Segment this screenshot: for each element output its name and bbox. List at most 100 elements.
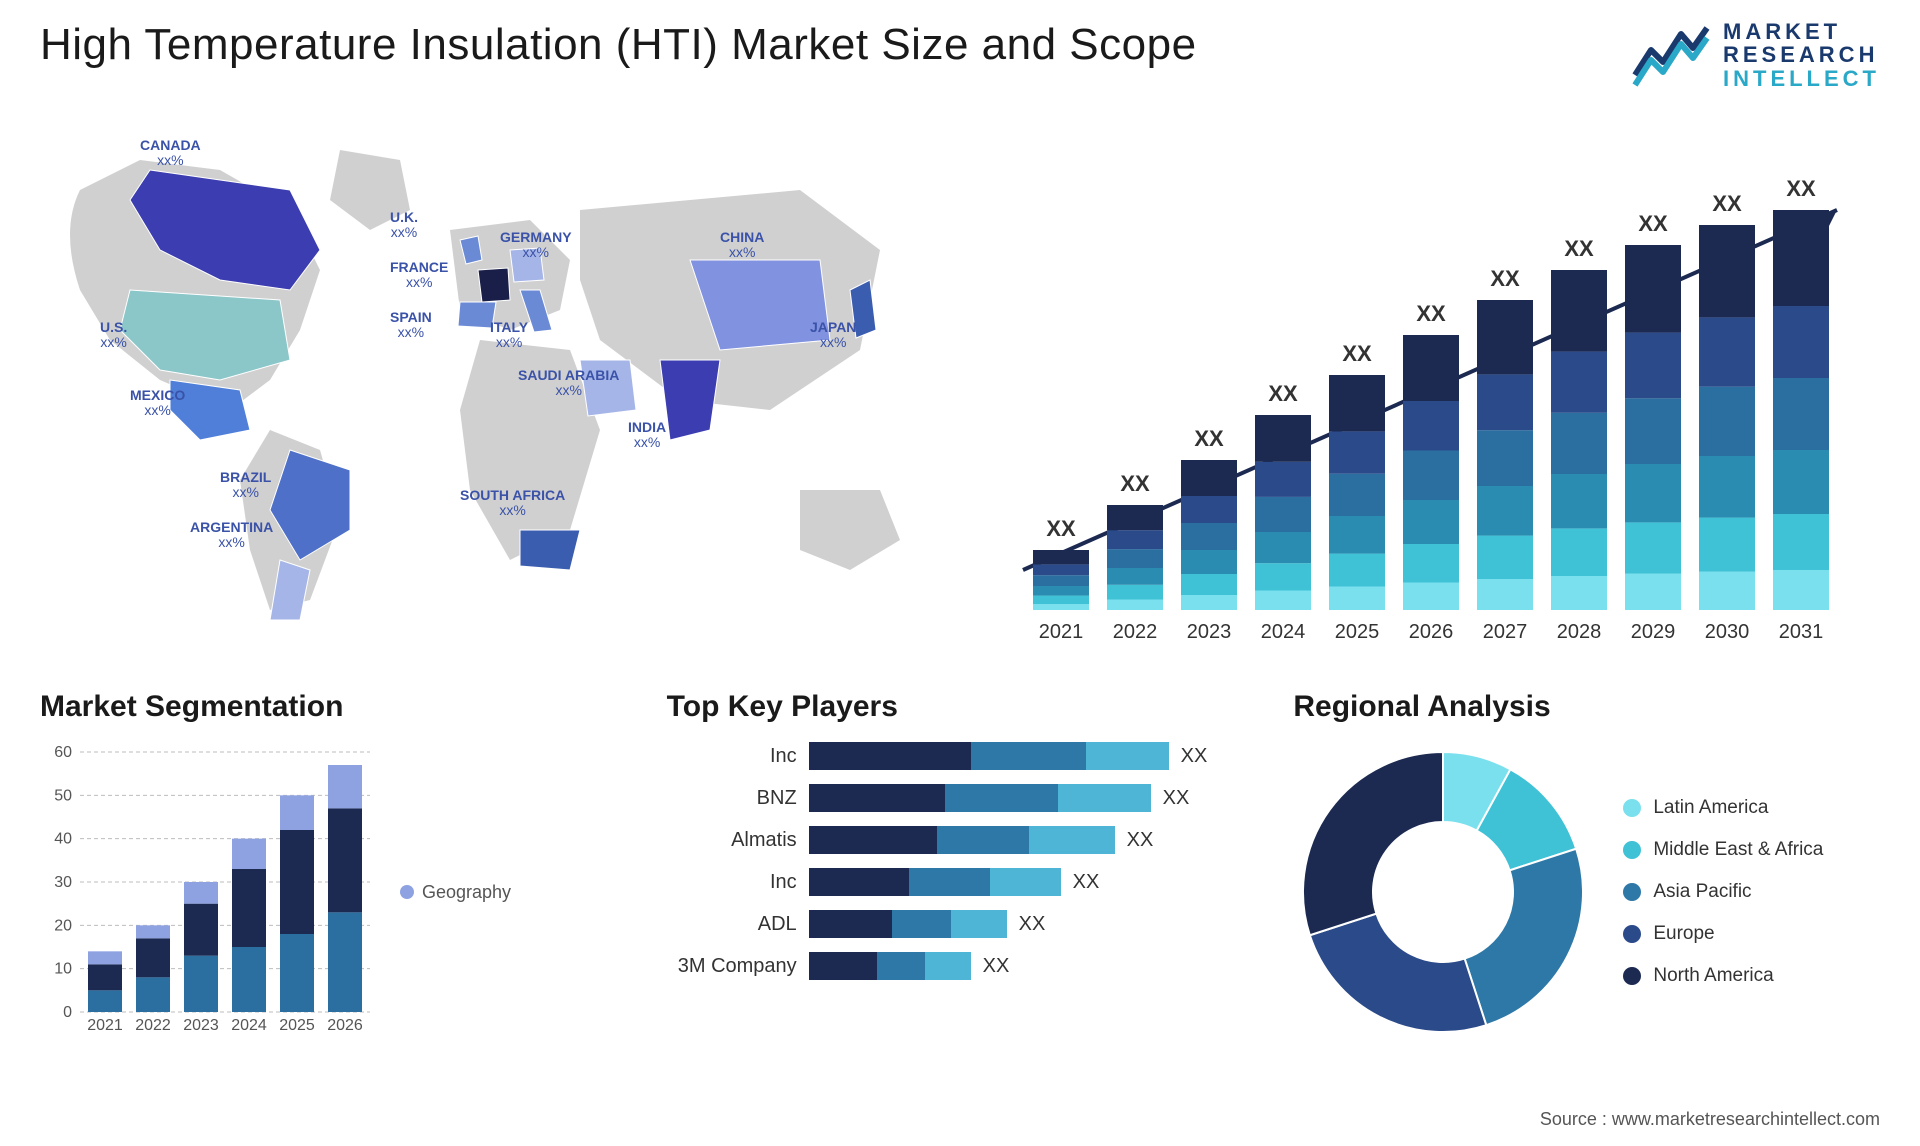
legend-dot bbox=[1623, 967, 1641, 985]
segmentation-title: Market Segmentation bbox=[40, 690, 627, 724]
source-label: Source : www.marketresearchintellect.com bbox=[1540, 1109, 1880, 1130]
page-title: High Temperature Insulation (HTI) Market… bbox=[40, 20, 1197, 70]
player-bar bbox=[809, 784, 1151, 812]
bar-value-label: XX bbox=[1046, 516, 1076, 541]
logo-text: MARKET RESEARCH INTELLECT bbox=[1723, 20, 1880, 89]
legend-label: Geography bbox=[422, 882, 511, 903]
bar-category-label: 2021 bbox=[1039, 621, 1084, 640]
player-bar bbox=[809, 742, 1169, 770]
svg-text:20: 20 bbox=[54, 917, 72, 934]
bar-category-label: 2024 bbox=[1261, 621, 1306, 640]
header: High Temperature Insulation (HTI) Market… bbox=[40, 20, 1880, 90]
player-bar bbox=[809, 868, 1061, 896]
world-map: CANADAxx% U.S.xx% MEXICOxx% BRAZILxx% ARGENT… bbox=[40, 120, 940, 640]
player-row: ADL XX bbox=[667, 910, 1254, 938]
main-chart-svg: XX2021XX2022XX2023XX2024XX2025XX2026XX20… bbox=[980, 180, 1880, 640]
player-value: XX bbox=[983, 955, 1010, 978]
bar-category-label: 2028 bbox=[1557, 621, 1602, 640]
region-legend-label: Latin America bbox=[1653, 797, 1768, 819]
bar-value-label: XX bbox=[1342, 341, 1372, 366]
logo-line-2: RESEARCH bbox=[1723, 43, 1880, 66]
region-legend-label: North America bbox=[1653, 965, 1773, 987]
bar-category-label: 2026 bbox=[1409, 621, 1454, 640]
svg-text:2025: 2025 bbox=[279, 1017, 315, 1034]
main-bar-chart: XX2021XX2022XX2023XX2024XX2025XX2026XX20… bbox=[980, 120, 1880, 640]
svg-text:40: 40 bbox=[54, 831, 72, 848]
bottom-row: Market Segmentation 0 10 20 30 40 50 60 2021 202… bbox=[40, 690, 1880, 1080]
map-label: BRAZILxx% bbox=[220, 470, 271, 501]
player-value: XX bbox=[1019, 913, 1046, 936]
svg-text:10: 10 bbox=[54, 961, 72, 978]
player-value: XX bbox=[1181, 745, 1208, 768]
bar-value-label: XX bbox=[1194, 426, 1224, 451]
player-row: 3M Company XX bbox=[667, 952, 1254, 980]
player-bar bbox=[809, 826, 1115, 854]
bar-value-label: XX bbox=[1268, 381, 1298, 406]
map-label: U.S.xx% bbox=[100, 320, 127, 351]
bar-value-label: XX bbox=[1712, 191, 1742, 216]
player-row: Almatis XX bbox=[667, 826, 1254, 854]
regional-title: Regional Analysis bbox=[1293, 690, 1880, 724]
player-label: Almatis bbox=[667, 829, 797, 852]
legend-dot bbox=[1623, 925, 1641, 943]
bar-value-label: XX bbox=[1416, 301, 1446, 326]
segmentation-chart: 0 10 20 30 40 50 60 2021 2022 2023 2024 2025 2026 bbox=[40, 742, 380, 1042]
svg-text:2024: 2024 bbox=[231, 1017, 267, 1034]
svg-text:0: 0 bbox=[63, 1004, 72, 1021]
player-label: ADL bbox=[667, 913, 797, 936]
bar-value-label: XX bbox=[1638, 211, 1668, 236]
player-bar bbox=[809, 910, 1007, 938]
region-legend-item: Asia Pacific bbox=[1623, 881, 1823, 903]
player-row: Inc XX bbox=[667, 868, 1254, 896]
regional-panel: Regional Analysis Latin America Middle Ea… bbox=[1293, 690, 1880, 1080]
region-legend-label: Asia Pacific bbox=[1653, 881, 1751, 903]
player-label: Inc bbox=[667, 745, 797, 768]
bar-value-label: XX bbox=[1490, 266, 1520, 291]
logo-icon bbox=[1631, 20, 1711, 90]
region-legend-label: Europe bbox=[1653, 923, 1714, 945]
player-value: XX bbox=[1127, 829, 1154, 852]
map-label: SAUDI ARABIAxx% bbox=[518, 368, 619, 399]
bar-category-label: 2031 bbox=[1779, 621, 1824, 640]
svg-text:30: 30 bbox=[54, 874, 72, 891]
top-row: CANADAxx% U.S.xx% MEXICOxx% BRAZILxx% ARGENT… bbox=[40, 120, 1880, 640]
bar-category-label: 2027 bbox=[1483, 621, 1528, 640]
region-legend-item: Europe bbox=[1623, 923, 1823, 945]
map-label: CANADAxx% bbox=[140, 138, 201, 169]
players-list: Inc XX BNZXX Almatis XX Inc XX ADL XX 3M Company X… bbox=[667, 742, 1254, 980]
map-label: INDIAxx% bbox=[628, 420, 666, 451]
map-label: JAPANxx% bbox=[810, 320, 856, 351]
svg-text:2026: 2026 bbox=[327, 1017, 363, 1034]
bar-value-label: XX bbox=[1120, 471, 1150, 496]
player-bar bbox=[809, 952, 971, 980]
legend-dot bbox=[1623, 883, 1641, 901]
map-label: ITALYxx% bbox=[490, 320, 528, 351]
map-svg bbox=[40, 120, 940, 640]
regional-legend: Latin America Middle East & Africa Asia Pa… bbox=[1623, 797, 1823, 987]
map-label: ARGENTINAxx% bbox=[190, 520, 273, 551]
donut-chart bbox=[1293, 742, 1593, 1042]
logo-line-1: MARKET bbox=[1723, 20, 1880, 43]
logo: MARKET RESEARCH INTELLECT bbox=[1631, 20, 1880, 90]
bar-value-label: XX bbox=[1564, 236, 1594, 261]
player-value: XX bbox=[1073, 871, 1100, 894]
svg-text:50: 50 bbox=[54, 787, 72, 804]
player-row: BNZXX bbox=[667, 784, 1254, 812]
region-legend-item: Middle East & Africa bbox=[1623, 839, 1823, 861]
region-legend-label: Middle East & Africa bbox=[1653, 839, 1823, 861]
svg-text:2022: 2022 bbox=[135, 1017, 171, 1034]
bar-category-label: 2025 bbox=[1335, 621, 1380, 640]
bar-category-label: 2029 bbox=[1631, 621, 1676, 640]
bar-value-label: XX bbox=[1786, 180, 1816, 201]
player-label: 3M Company bbox=[667, 955, 797, 978]
player-row: Inc XX bbox=[667, 742, 1254, 770]
bar-category-label: 2030 bbox=[1705, 621, 1750, 640]
legend-dot bbox=[400, 885, 414, 899]
map-label: MEXICOxx% bbox=[130, 388, 185, 419]
svg-text:2023: 2023 bbox=[183, 1017, 219, 1034]
svg-text:60: 60 bbox=[54, 744, 72, 761]
logo-line-3: INTELLECT bbox=[1723, 67, 1880, 90]
segmentation-panel: Market Segmentation 0 10 20 30 40 50 60 2021 202… bbox=[40, 690, 627, 1080]
svg-text:2021: 2021 bbox=[87, 1017, 123, 1034]
player-label: Inc bbox=[667, 871, 797, 894]
